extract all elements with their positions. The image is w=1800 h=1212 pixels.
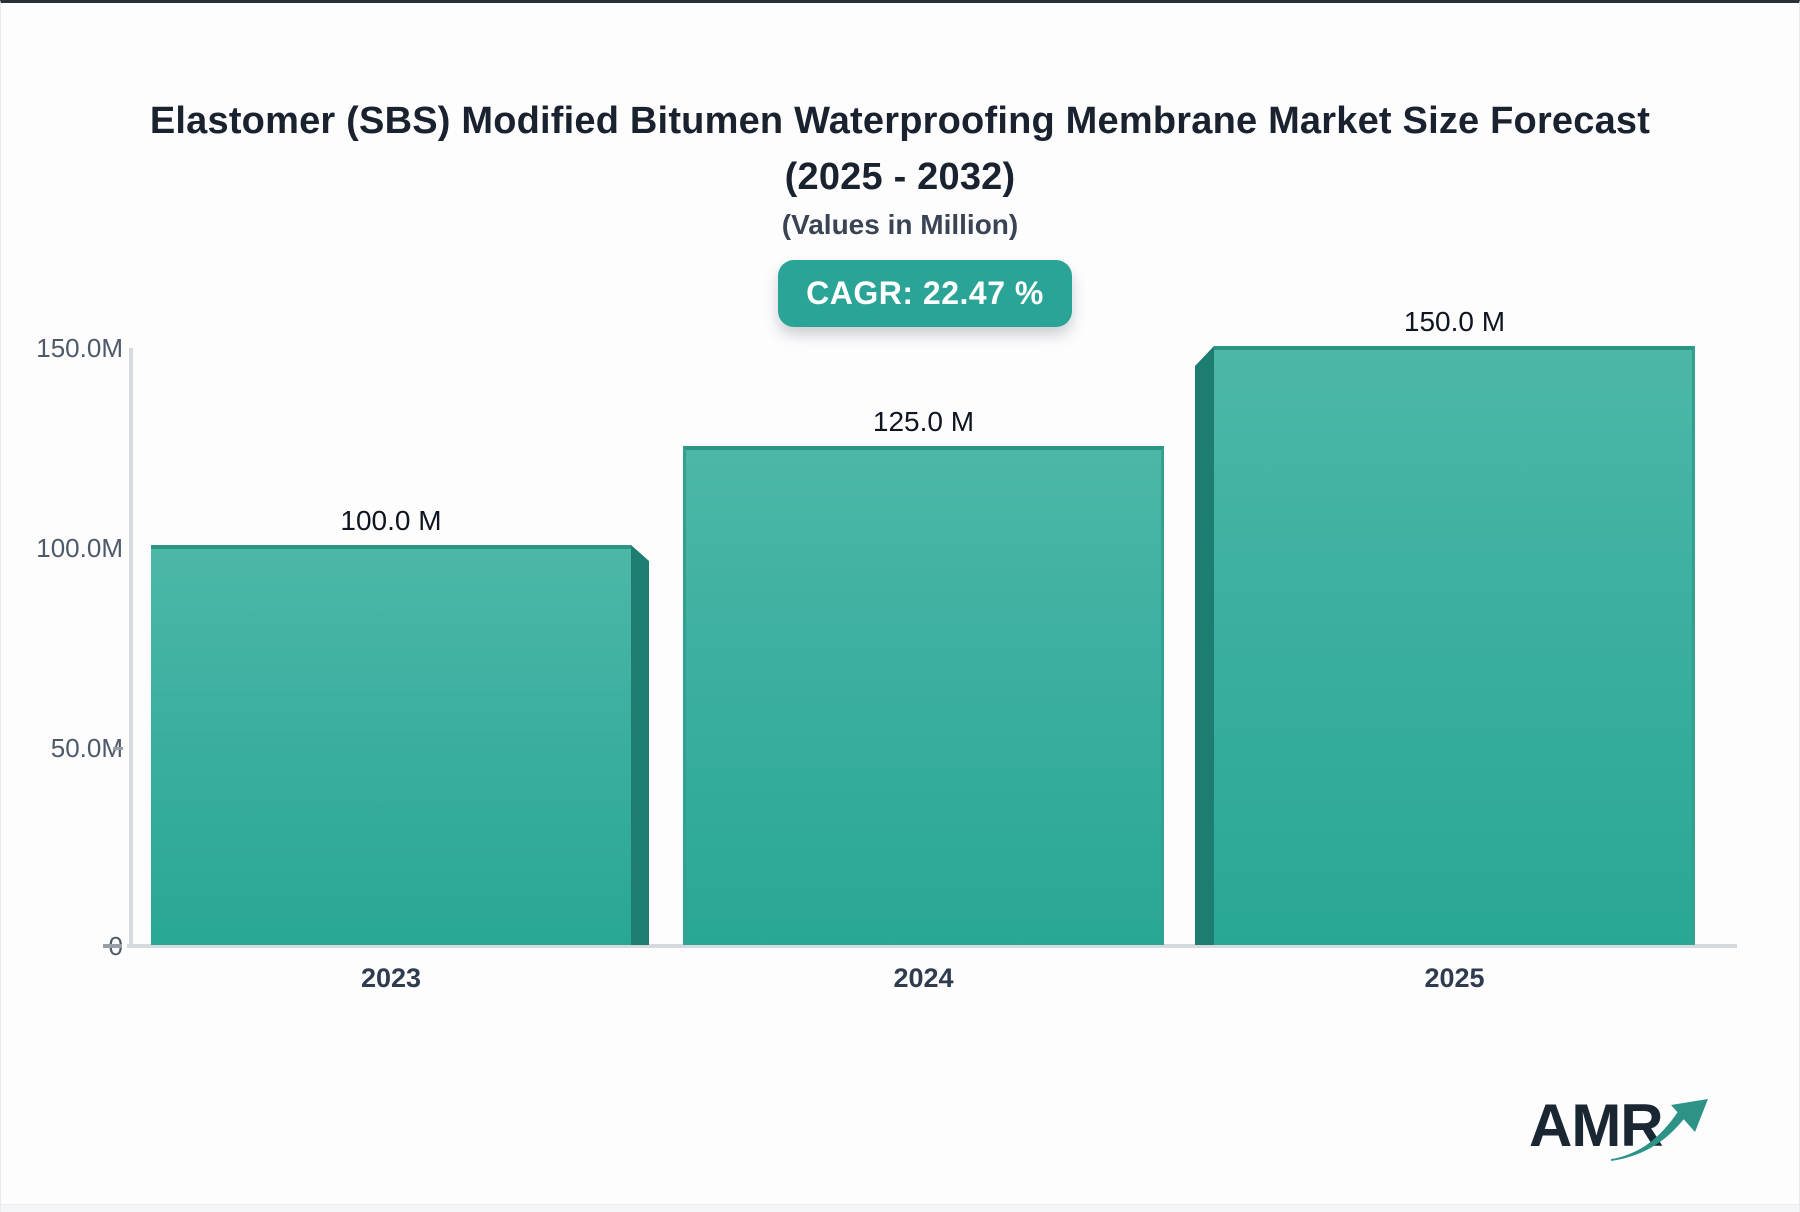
bar-2023 — [151, 545, 631, 945]
chart-title-line1: Elastomer (SBS) Modified Bitumen Waterpr… — [149, 100, 1651, 142]
x-axis-label-2023: 2023 — [360, 963, 422, 993]
y-tick-label-100: 100.0M — [36, 533, 123, 563]
x-axis-label-2024: 2024 — [893, 963, 954, 993]
bar-2024 — [683, 446, 1164, 945]
bar-value-label-2025: 150.0 M — [1403, 306, 1506, 337]
x-axis-label-2025: 2025 — [1424, 963, 1485, 993]
y-tick-mark-50 — [113, 747, 123, 750]
cagr-badge: CAGR: 22.47 % — [778, 260, 1072, 327]
growth-arrow-icon — [1611, 1099, 1708, 1161]
bar-value-label-2024: 125.0 M — [872, 406, 975, 437]
bar-3d-side-2023 — [631, 545, 649, 945]
y-tick-mark-0 — [103, 944, 122, 948]
chart-subtitle: (Values in Million) — [781, 209, 1019, 240]
chart-title-line2: (2025 - 2032) — [784, 156, 1016, 198]
bottom-strip — [1, 1204, 1799, 1212]
bar-3d-side-2025 — [1195, 346, 1214, 945]
x-axis-line — [127, 944, 1737, 948]
chart-title: Elastomer (SBS) Modified Bitumen Waterpr… — [1, 93, 1799, 205]
amr-logo-text: AMR — [1529, 1092, 1664, 1159]
y-tick-label-150: 150.0M — [36, 333, 123, 363]
y-tick-label-50: 50.0M — [50, 733, 123, 763]
y-axis-line — [129, 348, 133, 947]
amr-logo: AMR — [1529, 1091, 1729, 1181]
bar-value-label-2023: 100.0 M — [340, 505, 442, 536]
bar-2025 — [1214, 346, 1695, 945]
